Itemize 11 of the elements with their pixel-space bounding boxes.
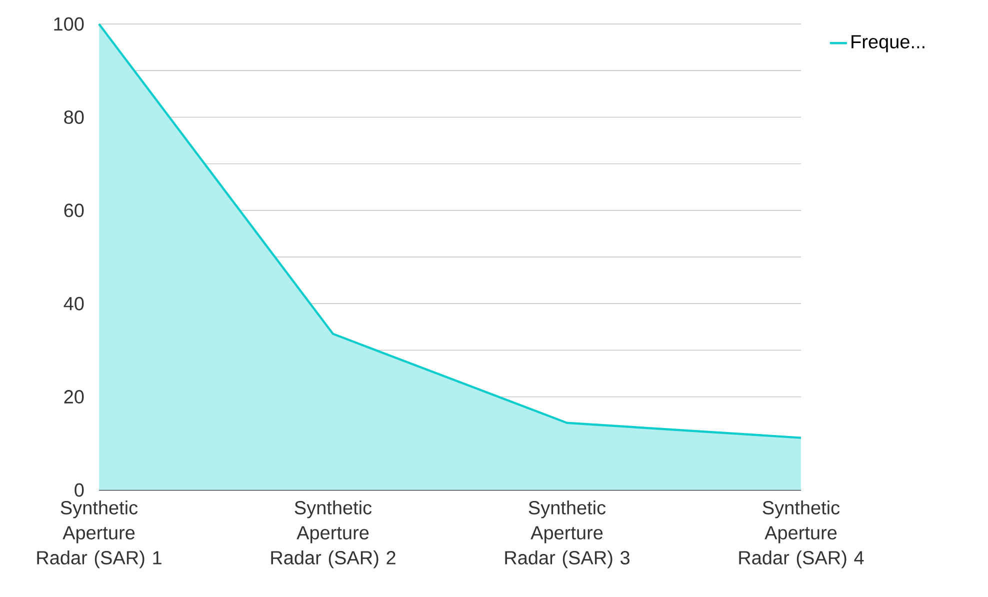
x-tick-label: Synthetic Aperture Radar (SAR) 2 (271, 500, 396, 568)
legend-label: Freque... (852, 35, 924, 52)
y-tick-label: 40 (64, 296, 84, 310)
x-tick-label: Synthetic Aperture Radar (SAR) 4 (739, 500, 864, 568)
x-tick-label: Synthetic Aperture Radar (SAR) 1 (37, 500, 162, 568)
y-tick-label: 60 (64, 204, 84, 218)
y-tick-label: 0 (74, 483, 84, 497)
y-tick-label: 80 (64, 110, 84, 124)
x-tick-label: Synthetic Aperture Radar (SAR) 3 (505, 500, 630, 568)
y-tick-label: 20 (64, 390, 84, 404)
y-tick-label: 100 (54, 17, 84, 31)
